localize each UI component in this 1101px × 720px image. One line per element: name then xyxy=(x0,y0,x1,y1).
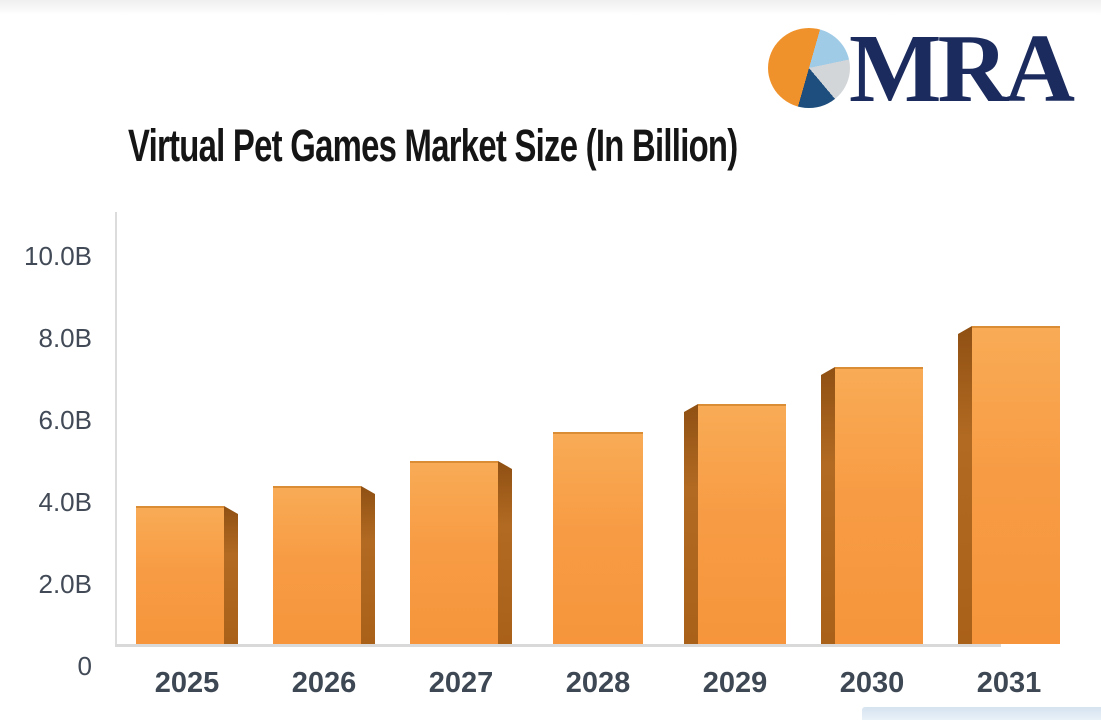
bar-2031 xyxy=(958,326,1060,644)
bar-2027 xyxy=(410,461,512,644)
x-axis-line xyxy=(115,644,1001,647)
bar-3d-side xyxy=(821,367,835,644)
y-axis-tick-label: 4.0B xyxy=(38,486,93,517)
y-axis-tick-label: 0 xyxy=(77,650,92,681)
y-axis-tick-label: 2.0B xyxy=(38,568,93,599)
bar-face xyxy=(835,367,923,644)
bar-2025 xyxy=(136,506,238,644)
bar-face xyxy=(553,432,643,644)
top-fade-band xyxy=(0,0,1101,15)
x-axis-label: 2025 xyxy=(154,667,220,699)
x-axis-label: 2027 xyxy=(428,667,494,699)
bar-3d-side xyxy=(684,404,698,644)
x-axis-label: 2029 xyxy=(702,667,768,699)
bar-face xyxy=(972,326,1060,644)
bar-2030 xyxy=(821,367,923,644)
bar-3d-side xyxy=(224,506,238,644)
bar-2028 xyxy=(547,432,649,644)
mra-logo: MRA xyxy=(768,15,1075,123)
bar-2029 xyxy=(684,404,786,644)
bar-3d-side xyxy=(958,326,972,644)
x-axis-label: 2026 xyxy=(291,667,357,699)
x-axis-label: 2030 xyxy=(839,667,905,699)
bottom-panel-edge xyxy=(862,707,1101,720)
logo-brand-text: MRA xyxy=(849,15,1075,123)
bar-face xyxy=(273,486,361,644)
y-axis-line xyxy=(115,212,117,645)
y-axis-tick-label: 8.0B xyxy=(38,322,93,353)
y-axis-tick-label: 10.0B xyxy=(24,240,92,271)
bar-face xyxy=(698,404,786,644)
pie-chart-logo-icon xyxy=(768,28,850,108)
x-axis-label: 2028 xyxy=(565,667,631,699)
x-axis-label: 2031 xyxy=(976,667,1042,699)
bar-3d-side xyxy=(498,461,512,644)
bar-3d-side xyxy=(361,486,375,644)
bar-face xyxy=(410,461,498,644)
y-axis-tick-label: 6.0B xyxy=(38,404,93,435)
bar-2026 xyxy=(273,486,375,644)
chart-title: Virtual Pet Games Market Size (In Billio… xyxy=(128,120,738,171)
bar-face xyxy=(136,506,224,644)
